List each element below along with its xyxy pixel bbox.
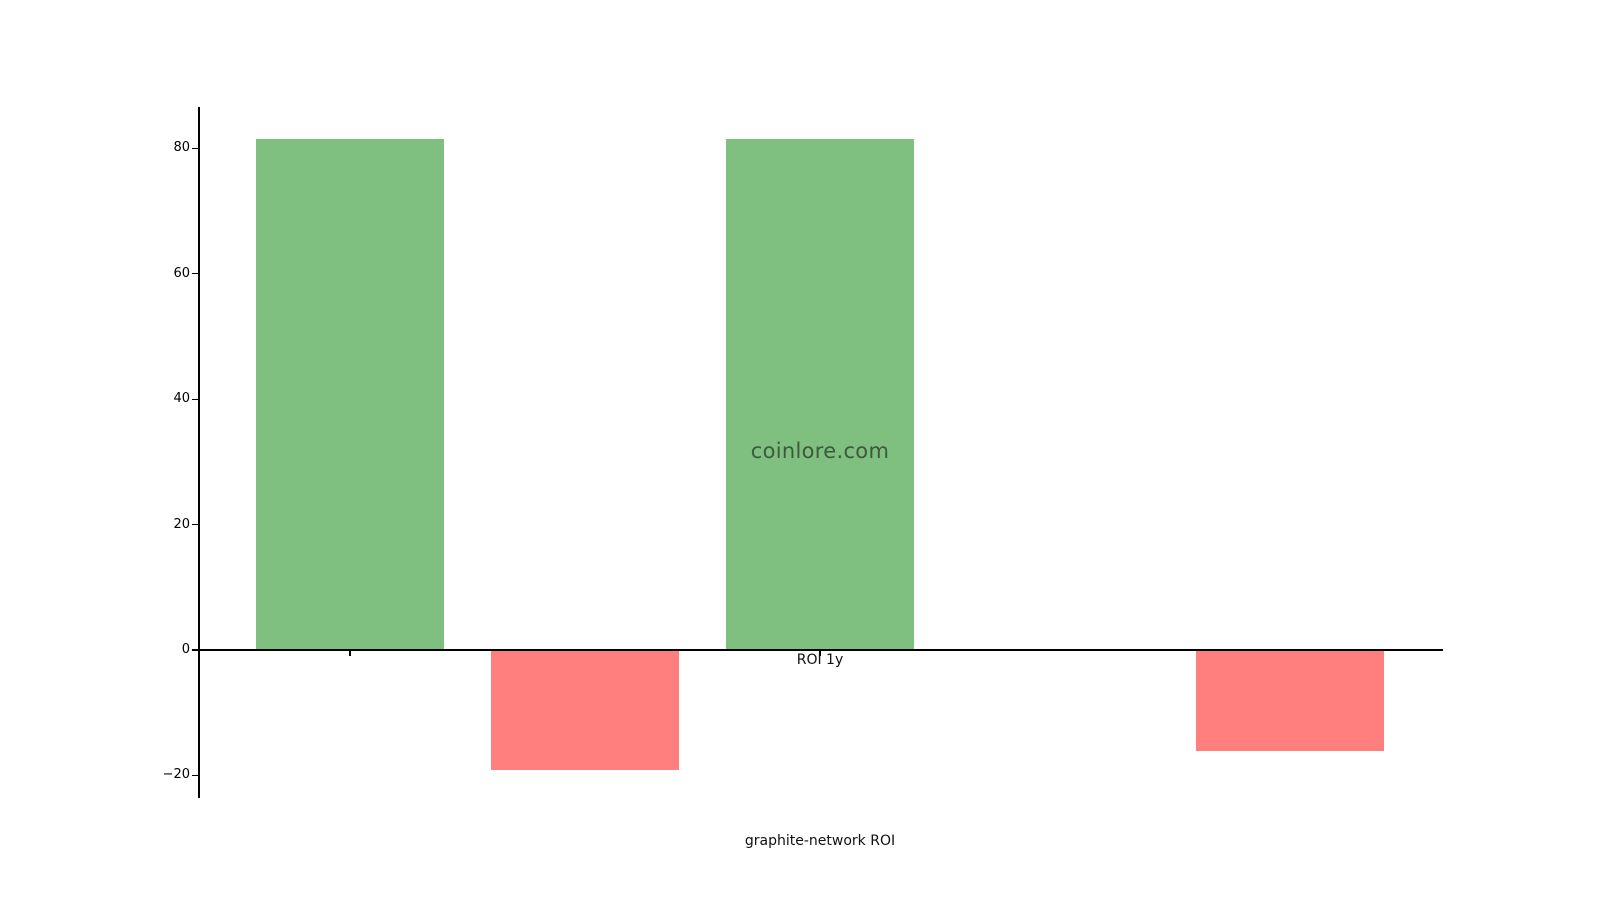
- y-tick-mark: [192, 649, 198, 651]
- y-tick-mark: [192, 398, 198, 400]
- y-tick-label: 60: [173, 266, 190, 282]
- bar-positive: [726, 138, 914, 650]
- y-tick-mark: [192, 523, 198, 526]
- y-tick-label: 20: [173, 516, 190, 532]
- y-tick-mark: [192, 273, 198, 275]
- bar-positive: [256, 138, 444, 650]
- y-tick-label: 80: [173, 140, 190, 156]
- y-tick-label: 40: [173, 391, 190, 407]
- chart-title: graphite-network ROI: [744, 833, 896, 849]
- y-axis-line: [198, 107, 200, 798]
- x-tick-mark: [819, 650, 821, 656]
- y-tick-mark: [192, 774, 198, 777]
- watermark-text: coinlore.com: [750, 439, 890, 463]
- y-tick-label: −20: [162, 767, 190, 783]
- y-tick-label: 0: [181, 642, 190, 658]
- x-axis-zero-line: [198, 649, 1443, 651]
- bar-negative: [491, 650, 679, 770]
- bar-negative: [1196, 650, 1384, 751]
- x-tick-label: ROI 1y: [796, 651, 844, 668]
- x-tick-mark: [349, 650, 351, 656]
- y-tick-mark: [192, 147, 198, 150]
